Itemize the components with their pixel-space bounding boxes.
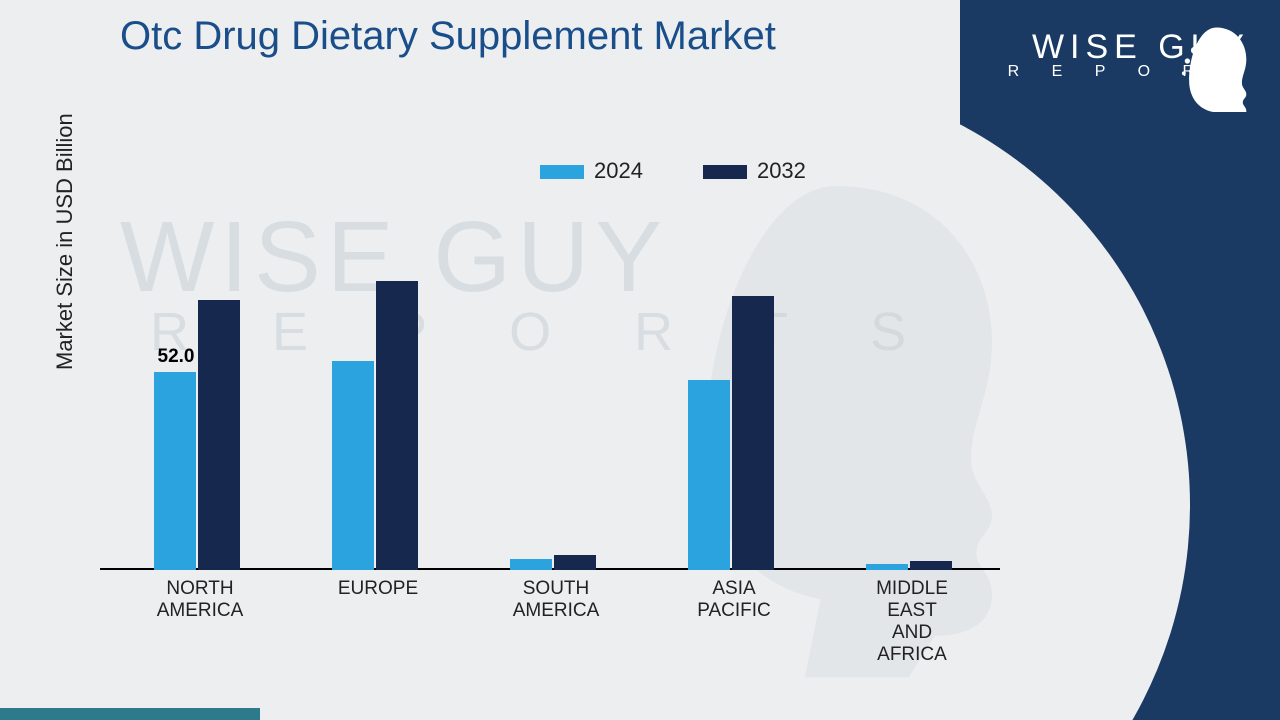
bar — [198, 300, 240, 570]
bar — [554, 555, 596, 570]
legend-swatch-2024 — [540, 165, 584, 179]
legend-item-2032: 2032 — [703, 158, 806, 184]
bar — [154, 372, 196, 570]
bar — [910, 561, 952, 571]
y-axis-label: Market Size in USD Billion — [52, 113, 78, 370]
legend-label-2024: 2024 — [594, 158, 643, 183]
legend-label-2032: 2032 — [757, 158, 806, 183]
canvas: WISE GUY R E P O R T S Otc Drug Dietary … — [0, 0, 1280, 720]
chart-title: Otc Drug Dietary Supplement Market — [120, 14, 776, 59]
legend-item-2024: 2024 — [540, 158, 643, 184]
legend-swatch-2032 — [703, 165, 747, 179]
legend: 2024 2032 — [540, 158, 806, 184]
bar — [866, 564, 908, 570]
accent-bottom-bar — [0, 708, 260, 720]
x-axis-label: MIDDLEEASTANDAFRICA — [842, 578, 982, 665]
bar-value-label: 52.0 — [146, 346, 206, 368]
bar — [376, 281, 418, 570]
bar — [688, 380, 730, 570]
chart-area: 52.0 — [100, 190, 1000, 570]
bar — [332, 361, 374, 570]
bar — [510, 559, 552, 570]
x-axis-label: ASIAPACIFIC — [664, 578, 804, 622]
brand-head-icon — [1168, 24, 1256, 112]
x-axis-label: EUROPE — [308, 578, 448, 600]
x-axis-label: SOUTHAMERICA — [486, 578, 626, 622]
x-axis-label: NORTHAMERICA — [130, 578, 270, 622]
bar — [732, 296, 774, 570]
brand-logo: WISE GUY R E P O R T S — [980, 28, 1250, 99]
